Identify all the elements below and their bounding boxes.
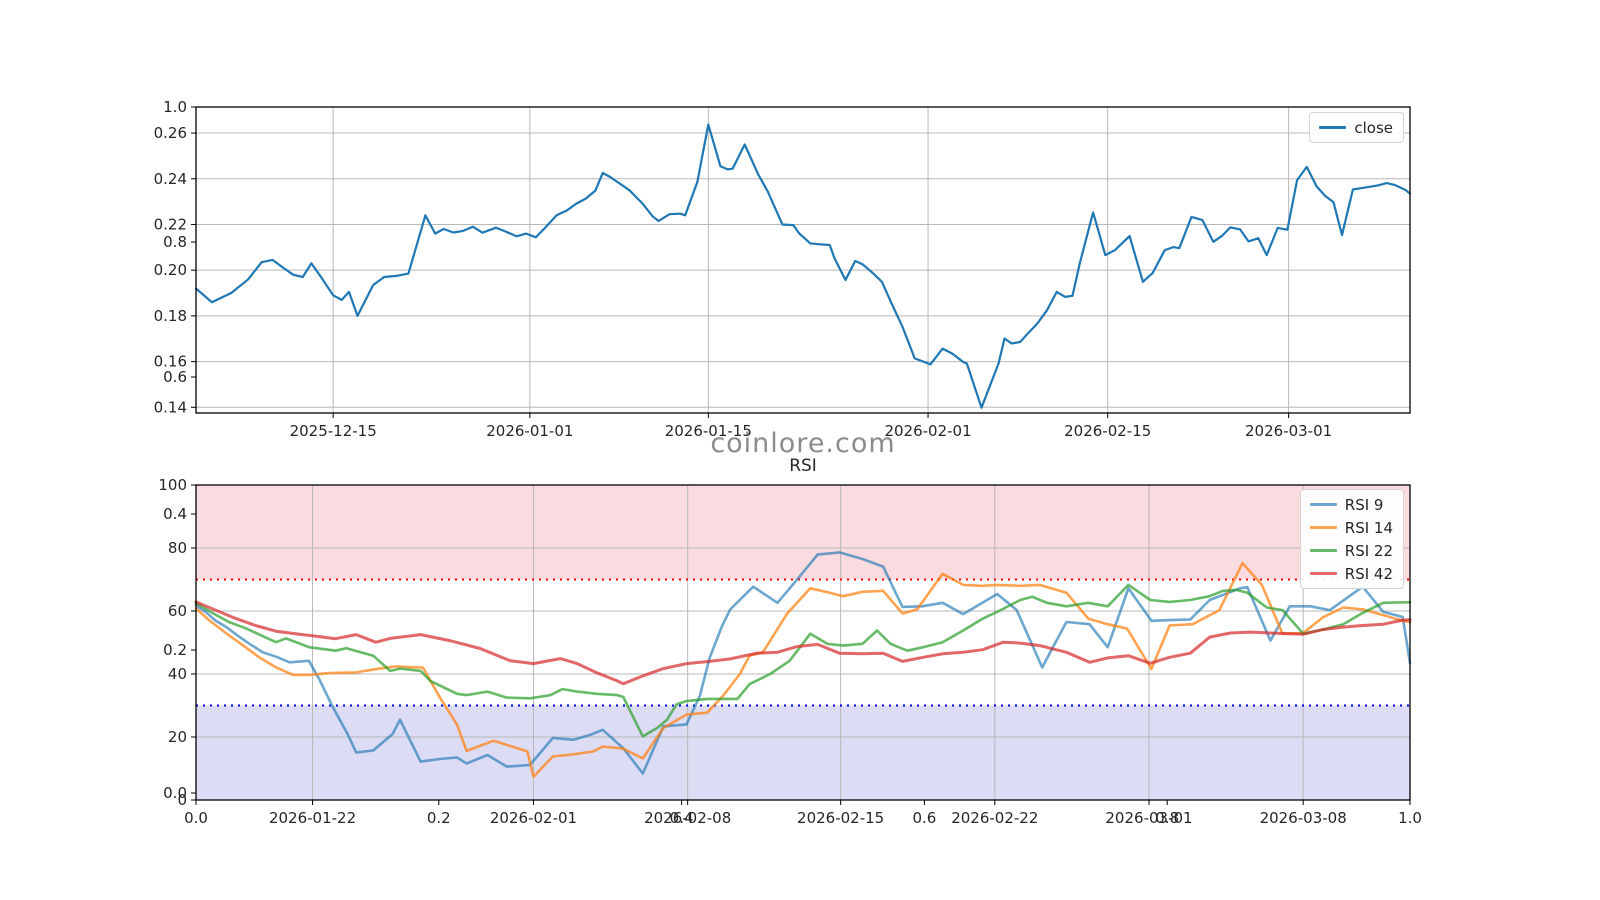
price-chart-y-tick-label: 0.18 (154, 307, 187, 325)
legend-label-rsi-22: RSI 22 (1344, 541, 1393, 560)
rsi-42-line (194, 600, 1412, 686)
rsi-chart-title: RSI (789, 456, 817, 476)
rsi-chart-x-tick-label: 2026-02-15 (797, 809, 884, 827)
overlay-y-tick-label: 0.0 (163, 784, 187, 802)
legend-item-rsi-14: RSI 14 (1309, 518, 1393, 537)
rsi-chart-x-tick-label: 2026-02-22 (951, 809, 1038, 827)
rsi-chart-x-tick-label: 2026-03-01 (1105, 809, 1192, 827)
legend-item-rsi-42: RSI 42 (1309, 564, 1393, 583)
overlay-x-tick-label: 1.0 (1398, 809, 1422, 827)
rsi-chart-y-tick-label: 20 (168, 728, 187, 746)
overlay-x-tick-label: 0.4 (670, 809, 694, 827)
legend-item-close: close (1319, 118, 1393, 137)
legend-item-rsi-22: RSI 22 (1309, 541, 1393, 560)
rsi-chart-y-tick-label: 80 (168, 539, 187, 557)
legend-label-rsi-42: RSI 42 (1344, 564, 1393, 583)
legend-item-rsi-9: RSI 9 (1309, 495, 1393, 514)
rsi-9-line (194, 551, 1412, 775)
close-line-swatch (1319, 126, 1347, 129)
price-chart-x-tick-label: 2026-01-01 (486, 422, 573, 440)
rsi-chart-x-tick-label: 2026-02-01 (490, 809, 577, 827)
overlay-y-tick-label: 0.8 (163, 233, 187, 251)
overlay-y-tick-label: 0.6 (163, 368, 187, 386)
oversold-band (196, 705, 1410, 800)
rsi-chart-y-tick-label: 60 (168, 602, 187, 620)
price-legend: close (1309, 112, 1404, 143)
rsi-chart-y-tick-label: 100 (158, 476, 187, 494)
price-chart-frame (195, 106, 1411, 414)
price-chart-x-tick-label: 2026-01-15 (665, 422, 752, 440)
rsi-22-swatch (1309, 549, 1337, 552)
rsi-chart-x-tick-label: 2026-02-08 (644, 809, 731, 827)
rsi-chart-x-tick-label: 2026-03-08 (1260, 809, 1347, 827)
rsi-14-swatch (1309, 526, 1337, 529)
rsi-legend: RSI 9 RSI 14 RSI 22 RSI 42 (1299, 489, 1404, 589)
overlay-y-tick-label: 0.2 (163, 641, 187, 659)
overbought-band (196, 485, 1410, 580)
price-chart-x-tick-label: 2026-02-01 (884, 422, 971, 440)
rsi-chart-y-tick-label: 40 (168, 665, 187, 683)
price-chart-x-tick-label: 2026-03-01 (1245, 422, 1332, 440)
legend-label-rsi-14: RSI 14 (1344, 518, 1393, 537)
rsi-9-swatch (1309, 503, 1337, 506)
overlay-x-tick-label: 0.8 (1155, 809, 1179, 827)
price-chart-y-tick-label: 0.26 (154, 124, 187, 142)
legend-label-rsi-9: RSI 9 (1344, 495, 1384, 514)
rsi-chart-x-tick-label: 2026-01-22 (269, 809, 356, 827)
price-chart-y-tick-label: 0.22 (154, 215, 187, 233)
price-chart-x-tick-label: 2026-02-15 (1064, 422, 1151, 440)
overlay-x-tick-label: 0.0 (184, 809, 208, 827)
legend-label-close: close (1354, 118, 1393, 137)
price-chart-x-tick-label: 2025-12-15 (290, 422, 377, 440)
rsi-chart-y-tick-label: 0 (177, 791, 187, 809)
rsi-22-line (194, 583, 1412, 738)
rsi-42-swatch (1309, 572, 1337, 575)
close-line (194, 123, 1412, 409)
price-chart-y-tick-label: 0.20 (154, 261, 187, 279)
price-chart-y-tick-label: 0.16 (154, 353, 187, 371)
price-chart-y-tick-label: 0.14 (154, 398, 187, 416)
overlay-x-tick-label: 0.2 (427, 809, 451, 827)
watermark: coinlore.com (710, 428, 896, 459)
overlay-y-tick-label: 0.4 (163, 505, 187, 523)
rsi-chart-frame (195, 484, 1411, 801)
overlay-x-tick-label: 0.6 (912, 809, 936, 827)
overlay-y-tick-label: 1.0 (163, 98, 187, 116)
price-chart-y-tick-label: 0.24 (154, 170, 187, 188)
